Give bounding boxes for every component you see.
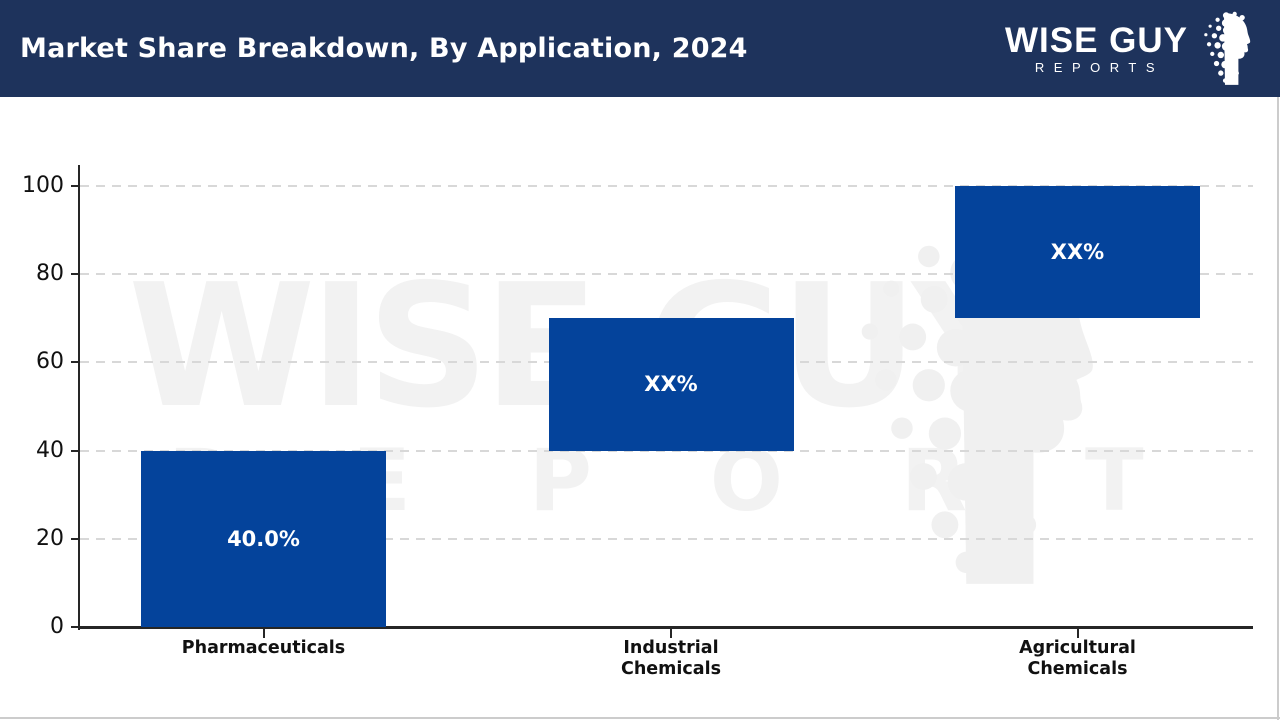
y-tick-mark <box>71 185 79 187</box>
x-tick-mark <box>1076 629 1079 638</box>
y-tick-mark <box>71 273 79 276</box>
y-tick-label: 60 <box>36 349 64 375</box>
y-tick-label: 100 <box>22 173 64 198</box>
brand-subname: REPORTS <box>1034 60 1165 75</box>
x-category-label: Agricultural Chemicals <box>1019 638 1136 679</box>
bar-value-label: 40.0% <box>227 526 300 551</box>
header-bar: Market Share Breakdown, By Application, … <box>0 0 1280 97</box>
y-gridline <box>80 273 1253 276</box>
y-tick-label: 20 <box>36 525 64 551</box>
y-tick-mark <box>71 361 79 364</box>
y-gridline <box>80 537 1253 540</box>
x-category-label: Pharmaceuticals <box>181 638 346 658</box>
page-title: Market Share Breakdown, By Application, … <box>20 33 748 64</box>
bar: XX% <box>955 186 1200 319</box>
y-tick-label: 0 <box>50 614 64 639</box>
x-axis-spine <box>78 626 1253 629</box>
brand-name: WISE GUY <box>1004 21 1188 60</box>
y-tick-mark <box>71 626 79 628</box>
right-border-line <box>1277 97 1279 720</box>
y-axis-spine <box>78 165 80 630</box>
bar-value-label: XX% <box>1050 240 1105 265</box>
brand-logo: WISE GUY REPORTS <box>1005 11 1256 85</box>
bar: 40.0% <box>141 450 386 627</box>
y-tick-label: 80 <box>36 261 64 287</box>
y-tick-label: 40 <box>36 437 64 463</box>
bottom-border-line <box>0 717 1280 719</box>
x-tick-mark <box>670 629 672 638</box>
brand-head-icon <box>1204 11 1251 85</box>
bar-value-label: XX% <box>644 372 698 397</box>
x-category-label: Industrial Chemicals <box>620 638 721 679</box>
brand-logo-text: WISE GUY REPORTS <box>1005 23 1188 74</box>
x-tick-mark <box>262 629 265 638</box>
bar: XX% <box>548 318 794 451</box>
y-tick-mark <box>71 537 79 540</box>
y-gridline <box>80 185 1253 187</box>
y-tick-mark <box>71 449 79 452</box>
y-gridline <box>80 449 1253 452</box>
